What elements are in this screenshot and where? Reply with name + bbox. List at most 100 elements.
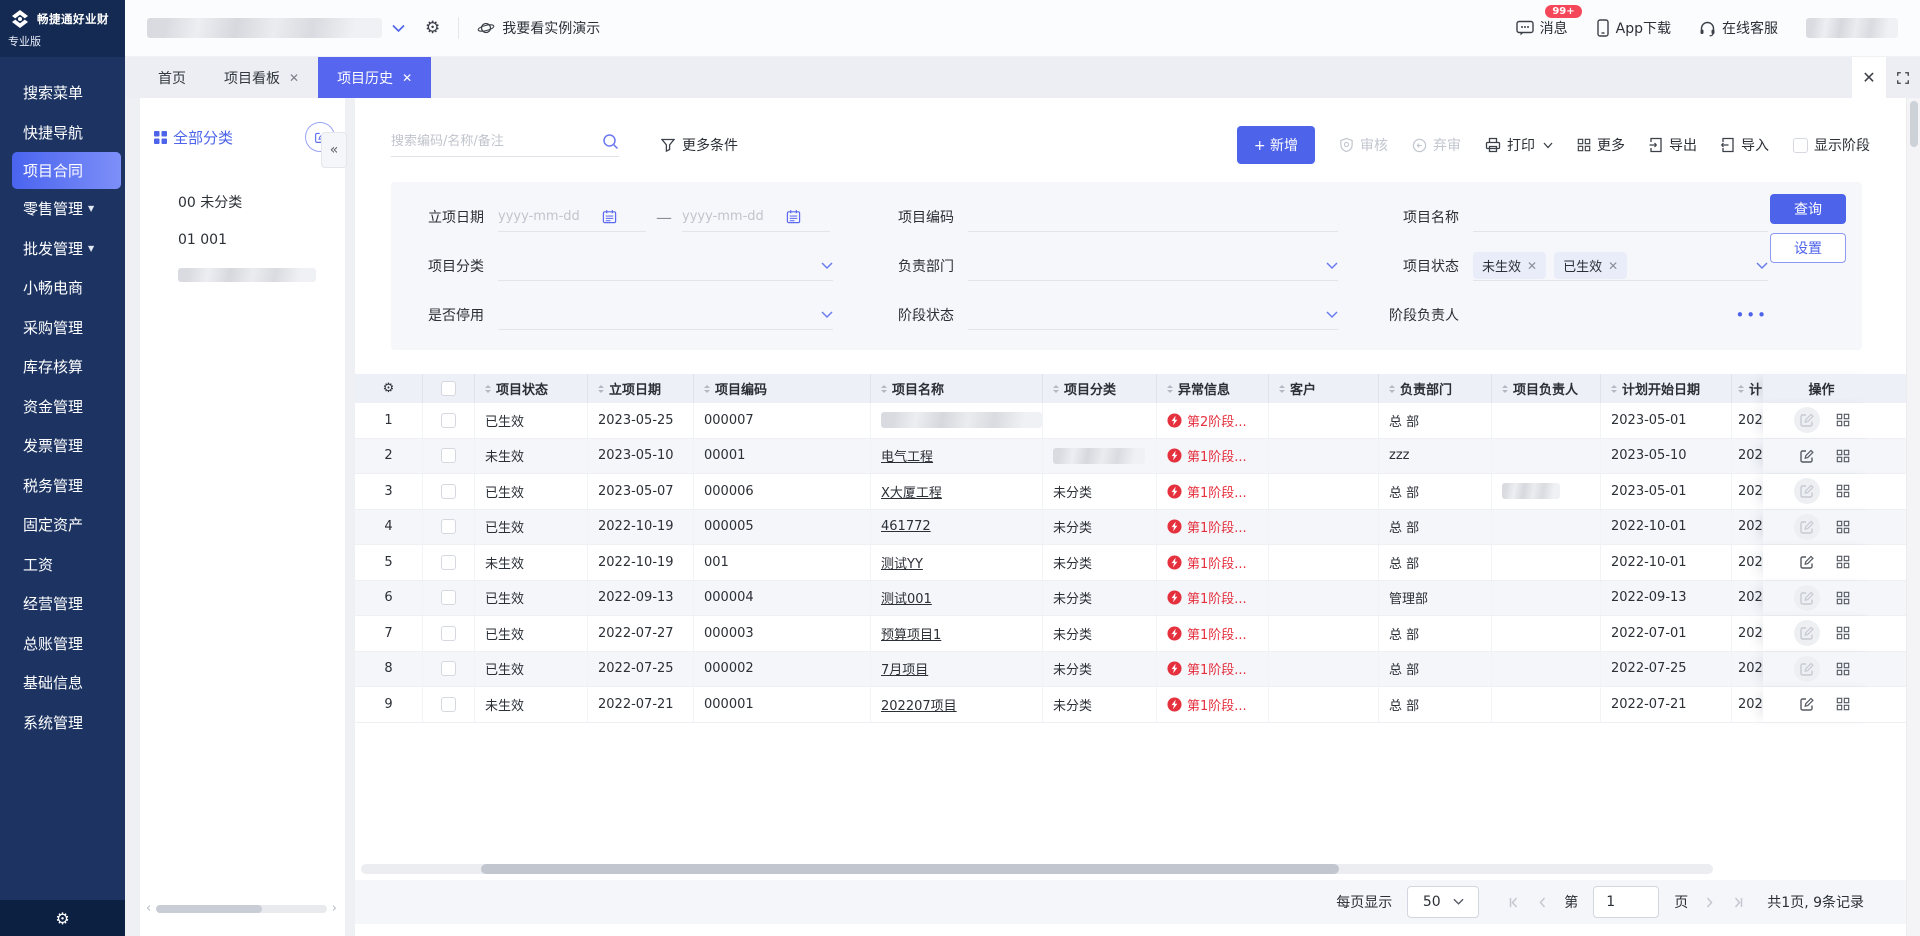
- scrollbar-thumb[interactable]: [1910, 101, 1918, 147]
- sort-icon[interactable]: [1279, 384, 1285, 393]
- category-item[interactable]: 01 001: [140, 222, 345, 258]
- sort-icon[interactable]: [1053, 384, 1059, 393]
- horizontal-scrollbar[interactable]: [361, 864, 1713, 874]
- table-row[interactable]: 4 已生效 2022-10-19 000005 461772 未分类 第1阶段.…: [355, 509, 1906, 545]
- calendar-icon[interactable]: [602, 209, 617, 224]
- project-name-link[interactable]: X大厦工程: [881, 485, 942, 501]
- row-more-grid-icon[interactable]: [1836, 555, 1850, 569]
- sort-icon[interactable]: [1389, 384, 1395, 393]
- ellipsis-icon[interactable]: •••: [1735, 306, 1768, 324]
- dept-select[interactable]: [968, 251, 1338, 281]
- column-header[interactable]: 项目名称: [892, 383, 945, 398]
- table-row[interactable]: 8 已生效 2022-07-25 000002 7月项目 未分类 第1阶段...…: [355, 651, 1906, 687]
- project-name-link[interactable]: 电气工程: [881, 450, 934, 466]
- sort-icon[interactable]: [1738, 384, 1744, 393]
- row-checkbox[interactable]: [441, 590, 456, 606]
- edit-icon-button[interactable]: [1793, 584, 1820, 611]
- sidebar-item[interactable]: 工资: [0, 545, 125, 585]
- project-name-link[interactable]: 测试001: [881, 592, 932, 608]
- more-button[interactable]: 更多: [1577, 135, 1625, 155]
- table-row[interactable]: 3 已生效 2023-05-07 000006 X大厦工程 未分类 第1阶段..…: [355, 474, 1906, 510]
- column-header[interactable]: 计划开始日期: [1622, 383, 1701, 398]
- per-page-select[interactable]: 50: [1407, 886, 1480, 918]
- category-item[interactable]: 00 未分类: [140, 182, 345, 222]
- fullscreen-icon[interactable]: [1886, 57, 1920, 98]
- search-input[interactable]: [391, 134, 602, 149]
- column-header[interactable]: 计: [1749, 383, 1763, 398]
- column-header[interactable]: 项目状态: [496, 383, 549, 398]
- prev-page-icon[interactable]: [1536, 896, 1549, 909]
- row-checkbox[interactable]: [441, 448, 456, 464]
- disabled-select[interactable]: [498, 300, 833, 330]
- row-checkbox[interactable]: [441, 625, 456, 641]
- edit-icon-button[interactable]: [1794, 549, 1820, 575]
- remove-tag-icon[interactable]: ✕: [1527, 258, 1538, 273]
- error-info-link[interactable]: 第1阶段...: [1167, 624, 1247, 643]
- app-download-button[interactable]: App下载: [1596, 18, 1671, 38]
- sidebar-item[interactable]: 批发管理 ▼: [0, 229, 125, 269]
- close-icon[interactable]: ✕: [402, 70, 413, 85]
- sort-icon[interactable]: [1167, 384, 1173, 393]
- row-checkbox[interactable]: [441, 412, 456, 428]
- sidebar-item[interactable]: 快捷导航: [0, 113, 125, 153]
- table-row[interactable]: 2 未生效 2023-05-10 00001 电气工程 第1阶段... zzz …: [355, 438, 1906, 474]
- page-number-input[interactable]: [1593, 886, 1660, 918]
- row-checkbox[interactable]: [441, 696, 456, 712]
- stage-status-select[interactable]: [968, 300, 1338, 330]
- sidebar-settings-gear-icon[interactable]: ⚙: [0, 900, 125, 936]
- scrollbar-thumb[interactable]: [481, 864, 1339, 874]
- edit-icon-button[interactable]: [1794, 691, 1820, 717]
- sidebar-item[interactable]: 经营管理: [0, 584, 125, 624]
- sort-icon[interactable]: [704, 384, 710, 393]
- edit-icon-button[interactable]: [1793, 513, 1820, 540]
- collapse-panel-button[interactable]: «: [321, 132, 347, 168]
- row-more-grid-icon[interactable]: [1836, 413, 1850, 427]
- row-more-grid-icon[interactable]: [1836, 520, 1850, 534]
- column-header[interactable]: 负责部门: [1400, 383, 1453, 398]
- close-all-tabs-icon[interactable]: ✕: [1852, 57, 1886, 98]
- scroll-right-icon[interactable]: ›: [331, 901, 337, 916]
- messages-button[interactable]: 消息 99+: [1515, 5, 1582, 38]
- project-category-select[interactable]: [498, 251, 833, 281]
- sidebar-item[interactable]: 总账管理: [0, 624, 125, 664]
- row-more-grid-icon[interactable]: [1836, 591, 1850, 605]
- vertical-scrollbar[interactable]: [1906, 98, 1920, 936]
- last-page-icon[interactable]: [1731, 896, 1744, 909]
- tab-home[interactable]: 首页: [139, 57, 205, 98]
- column-header[interactable]: 项目负责人: [1513, 383, 1579, 398]
- remove-tag-icon[interactable]: ✕: [1608, 258, 1619, 273]
- select-all-checkbox[interactable]: [441, 381, 456, 396]
- demo-link[interactable]: 我要看实例演示: [477, 18, 600, 38]
- tab-project-board[interactable]: 项目看板 ✕: [205, 57, 318, 98]
- error-info-link[interactable]: 第1阶段...: [1167, 588, 1247, 607]
- table-row[interactable]: 9 未生效 2022-07-21 000001 202207项目 未分类 第1阶…: [355, 687, 1906, 723]
- first-page-icon[interactable]: [1508, 896, 1521, 909]
- column-header[interactable]: 异常信息: [1178, 383, 1231, 398]
- edit-icon-button[interactable]: [1793, 478, 1820, 505]
- show-stage-checkbox[interactable]: [1793, 137, 1808, 153]
- discard-audit-button[interactable]: 弃审: [1412, 135, 1461, 155]
- scroll-left-icon[interactable]: ‹: [146, 901, 152, 916]
- project-name-link[interactable]: 预算项目1: [881, 627, 942, 643]
- tab-project-history[interactable]: 项目历史 ✕: [318, 57, 432, 98]
- project-name-link[interactable]: 202207项目: [881, 698, 957, 714]
- next-page-icon[interactable]: [1703, 896, 1716, 909]
- project-name-link[interactable]: 测试YY: [881, 556, 923, 572]
- stage-owner-picker[interactable]: •••: [1473, 300, 1768, 330]
- add-button[interactable]: + 新增: [1236, 126, 1315, 164]
- error-info-link[interactable]: 第1阶段...: [1167, 517, 1247, 536]
- project-name-link[interactable]: 461772: [881, 519, 931, 535]
- sidebar-item[interactable]: 发票管理: [0, 426, 125, 466]
- date-to-input[interactable]: [682, 209, 786, 224]
- project-name-link[interactable]: 7月项目: [881, 663, 929, 679]
- sidebar-item[interactable]: 固定资产: [0, 505, 125, 545]
- row-more-grid-icon[interactable]: [1836, 449, 1850, 463]
- sort-icon[interactable]: [1611, 384, 1617, 393]
- project-code-input[interactable]: [968, 209, 1338, 224]
- show-stage-toggle[interactable]: 显示阶段: [1793, 135, 1870, 155]
- category-item[interactable]: [140, 258, 345, 296]
- audit-button[interactable]: 审核: [1339, 135, 1388, 155]
- sidebar-item[interactable]: 资金管理: [0, 387, 125, 427]
- error-info-link[interactable]: 第1阶段...: [1167, 553, 1247, 572]
- search-icon[interactable]: [602, 133, 619, 150]
